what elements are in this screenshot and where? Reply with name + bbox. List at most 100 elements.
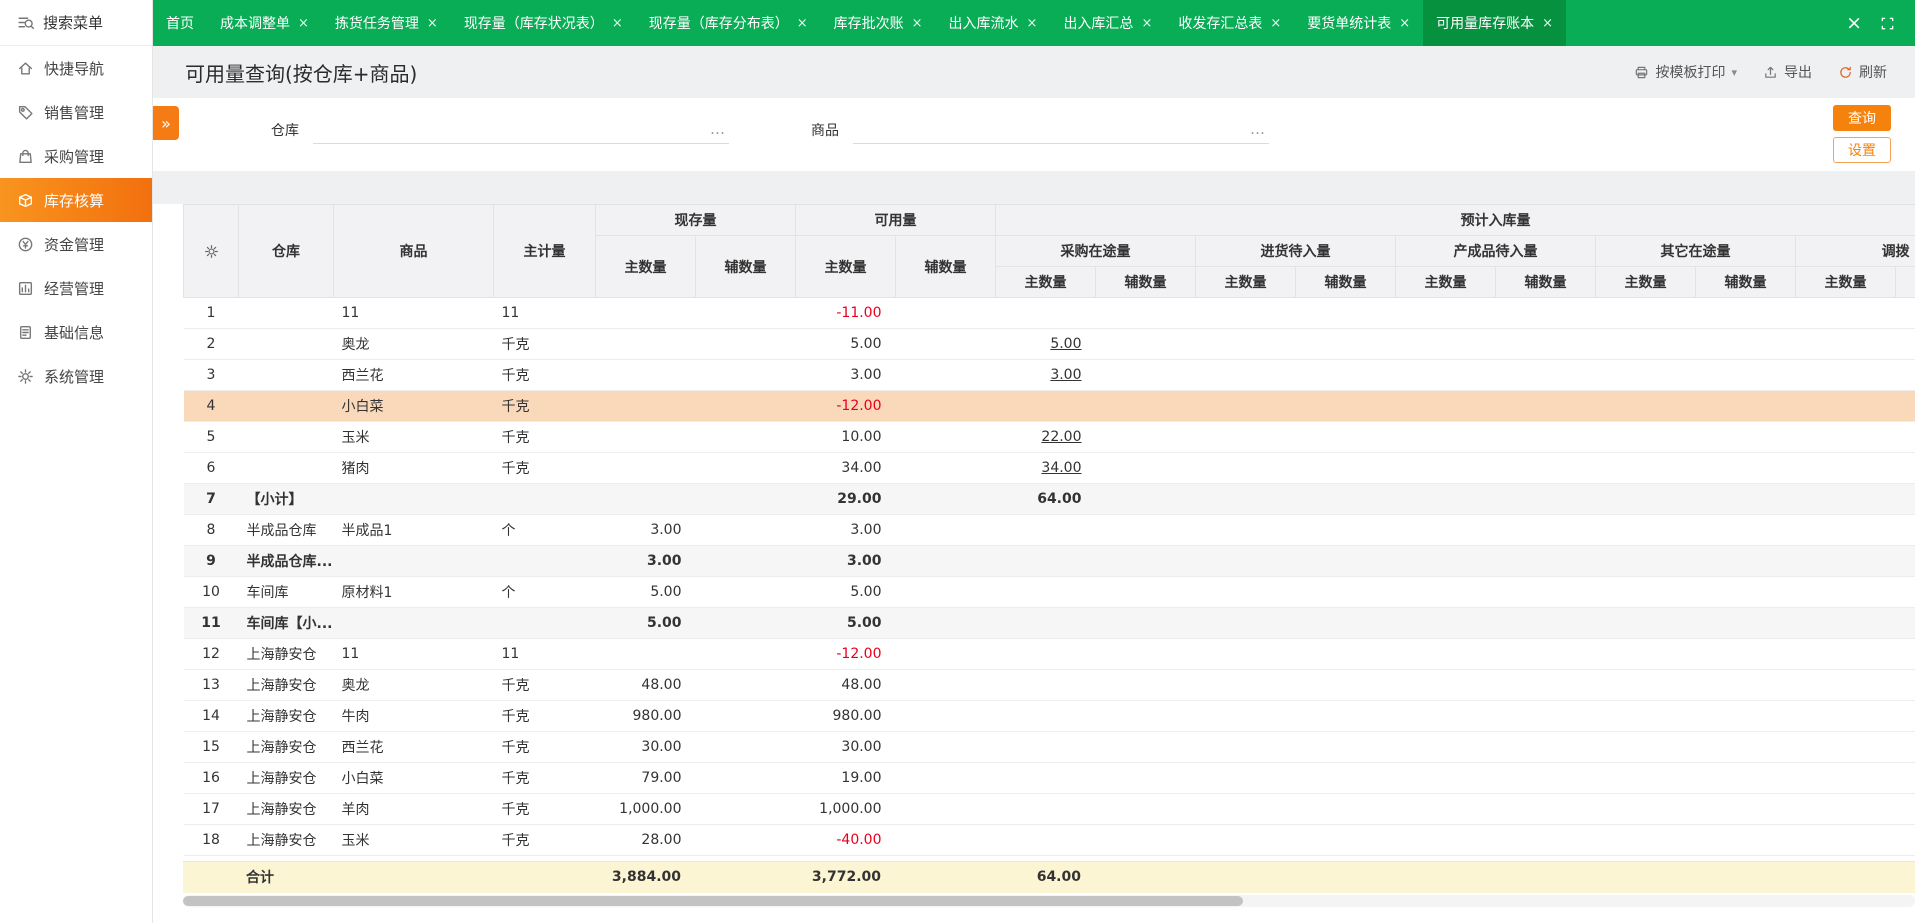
table-row[interactable]: 7 【小计】 29.00 64.00 xyxy=(183,483,1915,515)
browse-ellipsis-icon[interactable]: … xyxy=(1250,120,1265,138)
cell xyxy=(1195,731,1296,763)
tab-close-icon[interactable]: × xyxy=(611,15,623,31)
cell xyxy=(1695,638,1796,670)
tab-close-icon[interactable]: × xyxy=(1141,15,1153,31)
col-header-main-qty[interactable]: 主数量 xyxy=(1795,266,1896,298)
tab-close-icon[interactable]: × xyxy=(1270,15,1282,31)
fullscreen-icon[interactable] xyxy=(1880,16,1895,31)
col-header-product[interactable]: 商品 xyxy=(333,204,494,298)
col-header-main-qty[interactable]: 主数量 xyxy=(1395,266,1496,298)
query-button[interactable]: 查询 xyxy=(1833,105,1891,131)
horizontal-scrollbar[interactable] xyxy=(183,894,1915,907)
table-row[interactable]: 18 上海静安仓 玉米 千克 28.00 -40.00 xyxy=(183,824,1915,856)
cell xyxy=(1395,762,1496,794)
col-header-main-qty[interactable]: 主数量 xyxy=(595,235,696,298)
table-row[interactable]: 13 上海静安仓 奥龙 千克 48.00 48.00 xyxy=(183,669,1915,701)
table-row[interactable]: 17 上海静安仓 羊肉 千克 1,000.00 1,000.00 xyxy=(183,793,1915,825)
scrollbar-thumb[interactable] xyxy=(183,895,1243,906)
table-row[interactable]: 16 上海静安仓 小白菜 千克 79.00 19.00 xyxy=(183,762,1915,794)
sidebar-item-基础信息[interactable]: 基础信息 xyxy=(0,310,152,354)
cell: 980.00 xyxy=(795,700,896,732)
cell xyxy=(1195,545,1296,577)
cell xyxy=(1395,669,1496,701)
browse-ellipsis-icon[interactable]: … xyxy=(710,120,725,138)
sidebar-search[interactable]: 搜索菜单 xyxy=(0,0,152,46)
sidebar-item-销售管理[interactable]: 销售管理 xyxy=(0,90,152,134)
cell: 原材料1 xyxy=(333,576,494,608)
tab-收发存汇总表[interactable]: 收发存汇总表 × xyxy=(1165,0,1294,46)
col-header-main-qty[interactable]: 主数量 xyxy=(1595,266,1696,298)
tab-close-icon[interactable]: × xyxy=(1026,15,1038,31)
cell xyxy=(1695,607,1796,639)
table-row[interactable]: 11 车间库【小... 5.00 5.00 xyxy=(183,607,1915,639)
group-header-forecast-inbound: 预计入库量 xyxy=(994,204,1915,236)
product-input[interactable]: … xyxy=(853,118,1269,144)
table-row[interactable]: 6 猪肉 千克 34.00 34.00 xyxy=(183,452,1915,484)
cell: 千克 xyxy=(493,328,596,360)
tab-close-icon[interactable]: × xyxy=(426,15,438,31)
tab-close-icon[interactable]: × xyxy=(298,15,309,31)
sidebar-item-快捷导航[interactable]: 快捷导航 xyxy=(0,46,152,90)
tab-现存量（库存分布表）[interactable]: 现存量（库存分布表） × xyxy=(636,0,821,46)
tab-要货单统计表[interactable]: 要货单统计表 × xyxy=(1294,0,1423,46)
col-header-aux-qty[interactable]: 辅数量 xyxy=(1095,266,1196,298)
cell xyxy=(1595,421,1696,453)
funds-icon xyxy=(17,236,34,253)
tab-close-icon[interactable]: × xyxy=(1399,15,1411,31)
close-icon[interactable]: × xyxy=(1846,11,1862,34)
table-row[interactable]: 15 上海静安仓 西兰花 千克 30.00 30.00 xyxy=(183,731,1915,763)
tab-库存批次账[interactable]: 库存批次账 × xyxy=(821,0,936,46)
table-row[interactable]: 3 西兰花 千克 3.00 3.00 xyxy=(183,359,1915,391)
tab-拣货任务管理[interactable]: 拣货任务管理 × xyxy=(322,0,451,46)
table-row[interactable]: 4 小白菜 千克 -12.00 xyxy=(183,390,1915,422)
tab-首页[interactable]: 首页 xyxy=(153,0,207,46)
cell xyxy=(493,607,596,639)
sidebar-item-资金管理[interactable]: 资金管理 xyxy=(0,222,152,266)
warehouse-input[interactable]: … xyxy=(313,118,729,144)
tab-close-icon[interactable]: × xyxy=(796,15,808,31)
tab-成本调整单[interactable]: 成本调整单 × xyxy=(207,0,322,46)
table-row[interactable]: 5 玉米 千克 10.00 22.00 xyxy=(183,421,1915,453)
cell: -11.00 xyxy=(795,297,896,329)
home-icon xyxy=(17,60,34,77)
tab-出入库汇总[interactable]: 出入库汇总 × xyxy=(1050,0,1165,46)
settings-button[interactable]: 设置 xyxy=(1833,137,1891,163)
table-row[interactable]: 14 上海静安仓 牛肉 千克 980.00 980.00 xyxy=(183,700,1915,732)
cell xyxy=(995,669,1096,701)
tab-现存量（库存状况表）[interactable]: 现存量（库存状况表） × xyxy=(451,0,636,46)
col-header-aux-qty[interactable]: 辅数量 xyxy=(695,235,796,298)
tab-出入库流水[interactable]: 出入库流水 × xyxy=(936,0,1051,46)
col-header-aux-qty[interactable]: 辅数量 xyxy=(1695,266,1796,298)
cell xyxy=(1595,607,1696,639)
table-row[interactable]: 8 半成品仓库 半成品1 个 3.00 3.00 xyxy=(183,514,1915,546)
col-header-main-qty[interactable]: 主数量 xyxy=(995,266,1096,298)
col-header-aux-qty[interactable]: 辅数量 xyxy=(1894,266,1915,298)
col-header-aux-qty[interactable]: 辅数量 xyxy=(895,235,996,298)
collapse-filter-button[interactable]: » xyxy=(153,106,179,140)
print-by-template-button[interactable]: 按模板打印 ▾ xyxy=(1634,62,1737,82)
table-row[interactable]: 12 上海静安仓 11 11 -12.00 xyxy=(183,638,1915,670)
col-header-aux-qty[interactable]: 辅数量 xyxy=(1295,266,1396,298)
cell: 22.00 xyxy=(995,421,1096,453)
cell xyxy=(1795,731,1896,763)
table-row[interactable]: 10 车间库 原材料1 个 5.00 5.00 xyxy=(183,576,1915,608)
col-header-warehouse[interactable]: 仓库 xyxy=(238,204,334,298)
cell: 个 xyxy=(493,514,596,546)
tab-close-icon[interactable]: × xyxy=(1542,15,1554,31)
sidebar-item-经营管理[interactable]: 经营管理 xyxy=(0,266,152,310)
column-settings-header[interactable] xyxy=(183,204,239,298)
table-row[interactable]: 2 奥龙 千克 5.00 5.00 xyxy=(183,328,1915,360)
sidebar-item-系统管理[interactable]: 系统管理 xyxy=(0,354,152,398)
table-row[interactable]: 1 11 11 -11.00 xyxy=(183,297,1915,329)
refresh-button[interactable]: 刷新 xyxy=(1838,62,1887,82)
tab-可用量库存账本[interactable]: 可用量库存账本 × xyxy=(1423,0,1567,46)
col-header-main-qty[interactable]: 主数量 xyxy=(795,235,896,298)
col-header-unit[interactable]: 主计量 xyxy=(493,204,596,298)
tab-close-icon[interactable]: × xyxy=(911,15,923,31)
export-button[interactable]: 导出 xyxy=(1763,62,1812,82)
sidebar-item-采购管理[interactable]: 采购管理 xyxy=(0,134,152,178)
table-row[interactable]: 9 半成品仓库... 3.00 3.00 xyxy=(183,545,1915,577)
sidebar-item-库存核算[interactable]: 库存核算 xyxy=(0,178,152,222)
col-header-aux-qty[interactable]: 辅数量 xyxy=(1495,266,1596,298)
col-header-main-qty[interactable]: 主数量 xyxy=(1195,266,1296,298)
